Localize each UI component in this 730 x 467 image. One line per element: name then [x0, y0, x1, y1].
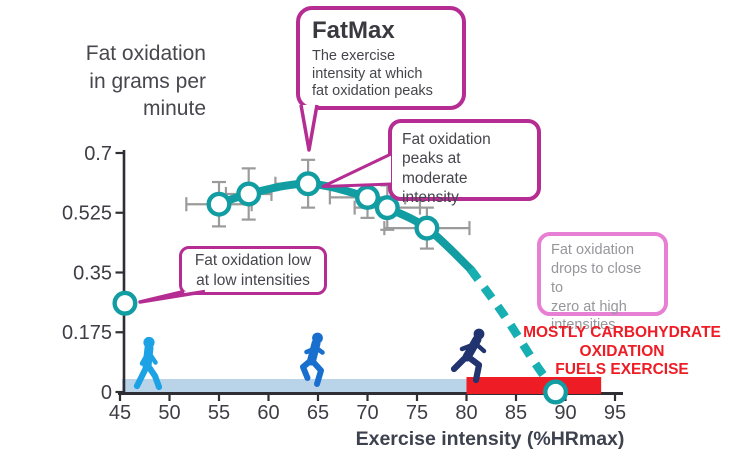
walking-person-icon [133, 336, 163, 391]
svg-text:0.35: 0.35 [73, 262, 112, 284]
data-point [206, 191, 232, 217]
data-point [236, 181, 262, 207]
svg-text:55: 55 [208, 402, 230, 424]
peak-callout: Fat oxidation peaks at moderate intensit… [388, 119, 541, 206]
high-intensity-callout: Fat oxidation drops to close to zero at … [537, 232, 668, 333]
fat-zone-bar [122, 379, 467, 392]
data-point [374, 195, 400, 221]
data-point [295, 171, 321, 197]
svg-text:80: 80 [455, 402, 477, 424]
svg-text:0.7: 0.7 [84, 143, 112, 165]
low-intensity-data-point [112, 290, 138, 316]
svg-text:0: 0 [101, 382, 112, 404]
x-axis-title: Exercise intensity (%HRmax) [355, 428, 625, 450]
data-points [112, 171, 569, 405]
svg-text:85: 85 [505, 402, 527, 424]
data-point [414, 215, 440, 241]
svg-text:45: 45 [109, 402, 131, 424]
sprinting-person-icon [450, 328, 487, 384]
high-intensity-data-point [543, 379, 569, 405]
svg-text:70: 70 [356, 402, 378, 424]
svg-text:60: 60 [257, 402, 279, 424]
fatmax-callout-title: FatMax [312, 17, 395, 44]
x-tick-labels: 45 50 55 60 65 70 75 80 85 90 95 [109, 402, 626, 424]
svg-text:75: 75 [406, 402, 428, 424]
svg-text:95: 95 [604, 402, 626, 424]
fatmax-callout-body: The exercise intensity at which fat oxid… [312, 48, 433, 100]
svg-text:0.525: 0.525 [62, 203, 112, 225]
y-tick-labels: 0 0.175 0.35 0.525 0.7 [62, 143, 112, 404]
svg-text:50: 50 [158, 402, 180, 424]
data-point [355, 184, 381, 210]
svg-text:90: 90 [554, 402, 576, 424]
svg-text:0.175: 0.175 [62, 322, 112, 344]
carbohydrate-oxidation-label: MOSTLY CARBOHYDRATE OXIDATION FUELS EXER… [523, 324, 721, 379]
y-axis-title: Fat oxidation in grams per minute [85, 42, 206, 121]
fatmax-callout: FatMax The exercise intensity at which f… [296, 6, 466, 110]
svg-text:65: 65 [307, 402, 329, 424]
running-person-icon [300, 332, 325, 387]
low-intensity-callout: Fat oxidation low at low intensities [179, 246, 327, 295]
